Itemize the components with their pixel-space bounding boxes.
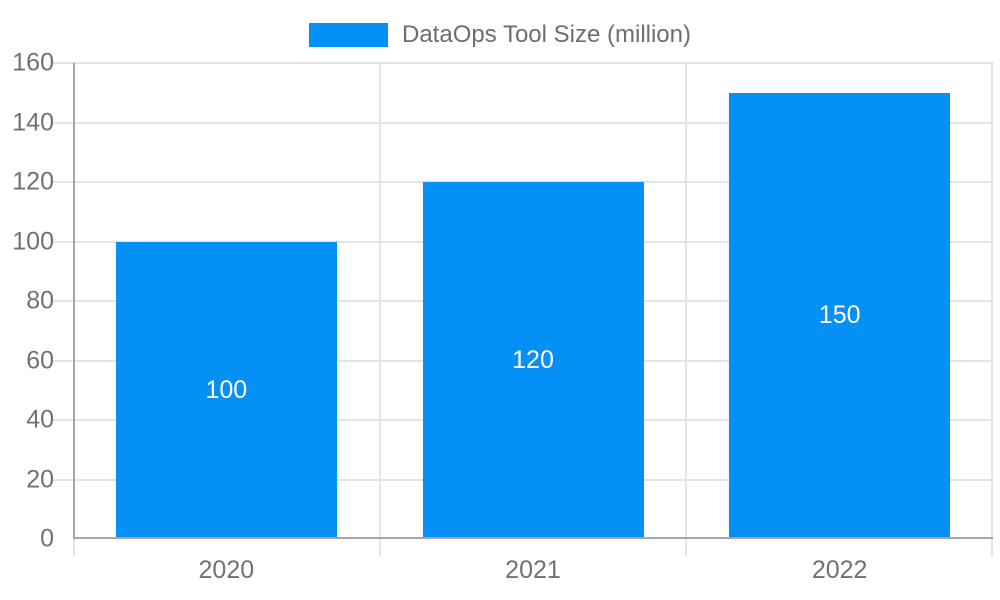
- bar-2020[interactable]: 100: [115, 241, 337, 539]
- y-tick-label-100: 100: [12, 227, 54, 255]
- y-tick-label-40: 40: [26, 405, 54, 434]
- x-axis-line: [73, 537, 993, 539]
- y-axis-labels: 0 20 40 60 80 100 120 140 160: [0, 49, 54, 553]
- bar-value-label-2020: 100: [205, 375, 248, 404]
- x-tick-label-2020: 2020: [198, 556, 255, 584]
- gridline-y-160: [52, 62, 993, 64]
- bar-value-label-2021: 120: [512, 346, 554, 374]
- bar-2021[interactable]: 120: [422, 182, 644, 539]
- y-tick-label-140: 140: [12, 108, 54, 136]
- y-tick-label-120: 120: [12, 167, 54, 196]
- x-tick-label-2022: 2022: [811, 556, 868, 584]
- plot-area: 100 120 150: [52, 62, 993, 557]
- bar-2022[interactable]: 150: [729, 92, 951, 539]
- category-separator-2: [685, 63, 688, 557]
- legend-label[interactable]: DataOps Tool Size (million): [402, 21, 691, 48]
- y-tick-label-80: 80: [26, 286, 54, 315]
- y-tick-label-0: 0: [40, 524, 54, 553]
- legend-swatch[interactable]: [309, 23, 388, 47]
- x-tick-label-2021: 2021: [505, 556, 561, 584]
- chart-legend: DataOps Tool Size (million): [0, 21, 1000, 49]
- y-tick-label-20: 20: [26, 465, 54, 493]
- category-separator-1: [378, 63, 381, 557]
- y-axis-line: [73, 63, 75, 539]
- y-tick-label-60: 60: [26, 346, 54, 374]
- gridline-y-140: [52, 121, 993, 124]
- bar-value-label-2022: 150: [818, 301, 861, 330]
- x-axis-labels: 2020 2021 2022: [73, 556, 993, 586]
- plot-right-border: [991, 63, 993, 557]
- y-tick-label-160: 160: [12, 48, 54, 77]
- y-axis-tick: [73, 539, 75, 557]
